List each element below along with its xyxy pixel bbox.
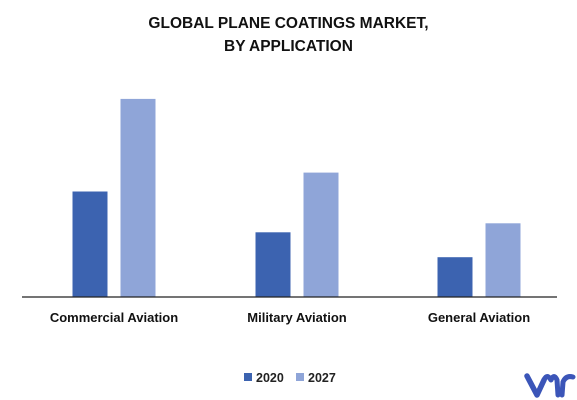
bar-commercial-aviation-2027 [120,98,156,298]
legend-swatch-2027 [296,373,304,381]
chart-title-line-1: GLOBAL PLANE COATINGS MARKET, [148,15,428,32]
bar-commercial-aviation-2020 [72,191,108,297]
bar-general-aviation-2027 [485,223,521,297]
legend-label-2027: 2027 [308,371,336,385]
bars-group [72,98,521,298]
category-label-commercial-aviation: Commercial Aviation [50,310,178,325]
category-label-general-aviation: General Aviation [428,310,530,325]
bar-military-aviation-2020 [255,232,291,297]
legend: 2020 2027 [244,371,336,385]
legend-label-2020: 2020 [256,371,284,385]
vmr-logo-icon [524,373,576,398]
legend-swatch-2020 [244,373,252,381]
category-label-military-aviation: Military Aviation [247,310,347,325]
bar-general-aviation-2020 [437,257,473,297]
bar-military-aviation-2027 [303,172,339,297]
chart-title-line-2: BY APPLICATION [224,38,353,55]
